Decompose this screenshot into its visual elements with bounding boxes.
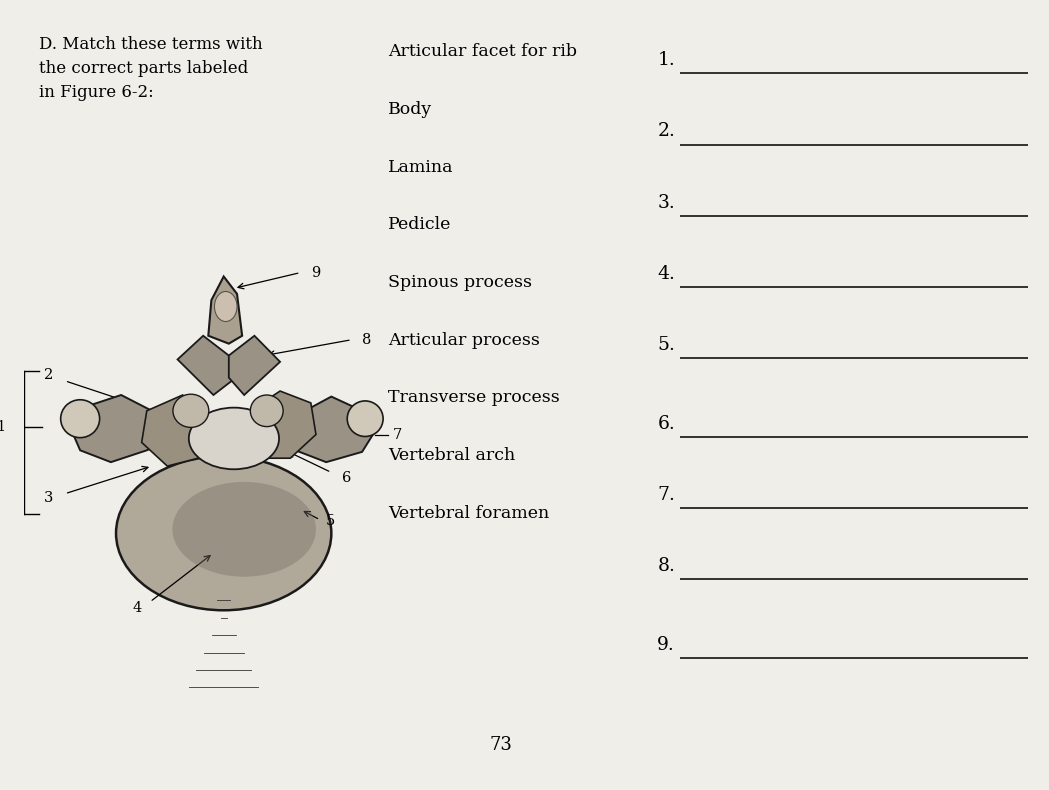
Text: Spinous process: Spinous process xyxy=(388,274,532,292)
Text: 8: 8 xyxy=(362,333,371,347)
Text: 2: 2 xyxy=(44,368,53,382)
Text: Vertebral arch: Vertebral arch xyxy=(388,447,515,465)
Text: 4: 4 xyxy=(132,601,142,615)
Text: 1.: 1. xyxy=(658,51,676,70)
Polygon shape xyxy=(270,397,376,462)
Text: 3.: 3. xyxy=(658,194,676,212)
Text: 5: 5 xyxy=(326,514,336,529)
Text: Articular facet for rib: Articular facet for rib xyxy=(388,43,577,61)
Text: Pedicle: Pedicle xyxy=(388,216,451,234)
Ellipse shape xyxy=(173,394,209,427)
Polygon shape xyxy=(142,395,213,466)
Text: 9.: 9. xyxy=(658,636,676,654)
Text: 1: 1 xyxy=(0,419,5,434)
Polygon shape xyxy=(229,336,280,395)
Text: D. Match these terms with
the correct parts labeled
in Figure 6-2:: D. Match these terms with the correct pa… xyxy=(39,36,262,101)
Text: Transverse process: Transverse process xyxy=(388,389,559,407)
Polygon shape xyxy=(70,395,183,462)
Text: 2.: 2. xyxy=(658,122,676,141)
Text: 5.: 5. xyxy=(658,336,676,354)
Polygon shape xyxy=(244,391,316,458)
Ellipse shape xyxy=(189,408,279,469)
Text: 6.: 6. xyxy=(658,415,676,433)
Text: Vertebral foramen: Vertebral foramen xyxy=(388,505,549,522)
Text: 9: 9 xyxy=(311,265,320,280)
Ellipse shape xyxy=(61,400,100,438)
Ellipse shape xyxy=(214,292,237,322)
Text: Body: Body xyxy=(388,101,432,118)
Text: 73: 73 xyxy=(489,736,512,754)
Ellipse shape xyxy=(172,482,316,577)
Text: 7: 7 xyxy=(392,427,402,442)
Text: 7.: 7. xyxy=(658,486,676,504)
Polygon shape xyxy=(177,336,234,395)
Ellipse shape xyxy=(347,401,383,436)
Text: Lamina: Lamina xyxy=(388,159,453,176)
Polygon shape xyxy=(209,276,242,344)
Text: 4.: 4. xyxy=(658,265,676,283)
Text: 8.: 8. xyxy=(658,557,676,575)
Text: 3: 3 xyxy=(44,491,53,505)
Ellipse shape xyxy=(116,457,331,610)
Text: 6: 6 xyxy=(342,471,351,485)
Ellipse shape xyxy=(251,395,283,427)
Text: Articular process: Articular process xyxy=(388,332,539,349)
